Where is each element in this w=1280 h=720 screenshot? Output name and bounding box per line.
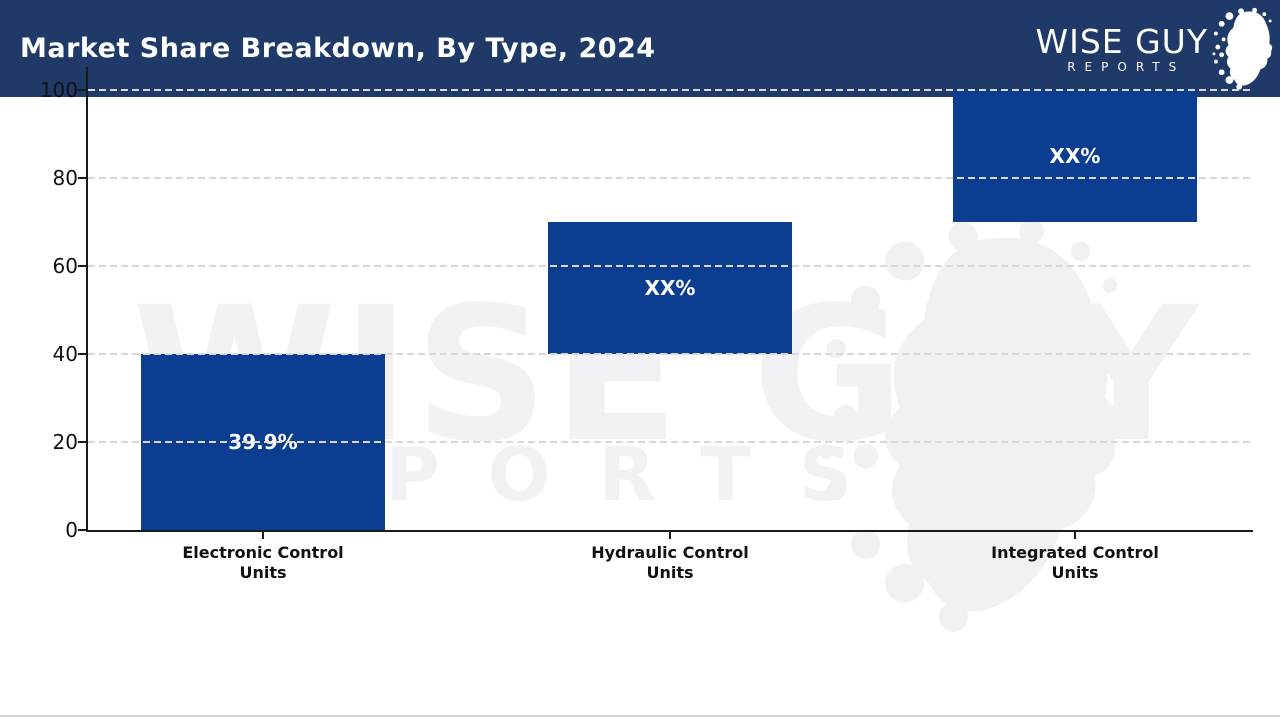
logo-subtitle: REPORTS: [1067, 60, 1186, 74]
y-tick-label: 0: [65, 518, 78, 542]
y-tick-mark: [78, 177, 86, 179]
x-category-label: Electronic Control Units: [182, 543, 344, 582]
gridline: [88, 353, 1253, 355]
gridline: [88, 177, 1253, 179]
x-tick-mark: [669, 532, 671, 539]
y-tick-label: 20: [52, 430, 78, 454]
logo-text: WISE GUY REPORTS: [1035, 25, 1208, 73]
x-tick-mark: [262, 532, 264, 539]
header-bar: Market Share Breakdown, By Type, 2024 WI…: [0, 0, 1280, 97]
wise-guy-reports-logo: WISE GUY REPORTS: [1035, 4, 1274, 94]
y-tick-mark: [78, 529, 86, 531]
chart-area: 0 20 40 60 80 100 39.9% Electronic Control Units…: [39, 67, 1253, 582]
x-axis-line: [86, 530, 1253, 532]
y-tick-label: 60: [52, 254, 78, 278]
gridline: [88, 441, 1253, 443]
y-tick-label: 40: [52, 342, 78, 366]
y-axis-line: [86, 67, 88, 532]
dotted-face-icon: [1212, 7, 1273, 90]
x-tick-mark: [1074, 532, 1076, 539]
gridline: [88, 89, 1253, 91]
page-title: Market Share Breakdown, By Type, 2024: [20, 33, 656, 64]
x-category-label: Hydraulic Control Units: [591, 543, 749, 582]
bar-3: XX%: [953, 90, 1197, 222]
y-tick-mark: [78, 441, 86, 443]
watermark-face-icon: [819, 222, 1121, 632]
bar-value-label: XX%: [1049, 144, 1101, 168]
logo-wordmark: WISE GUY: [1035, 22, 1208, 61]
y-tick-mark: [78, 353, 86, 355]
y-tick-label: 100: [39, 78, 78, 102]
x-category-label: Integrated Control Units: [991, 543, 1159, 582]
gridline: [88, 265, 1253, 267]
y-tick-mark: [78, 89, 86, 91]
bar-2: XX%: [548, 222, 792, 354]
y-tick-mark: [78, 265, 86, 267]
bar-value-label: XX%: [644, 276, 696, 300]
bottom-divider: [0, 715, 1280, 717]
y-tick-label: 80: [52, 166, 78, 190]
